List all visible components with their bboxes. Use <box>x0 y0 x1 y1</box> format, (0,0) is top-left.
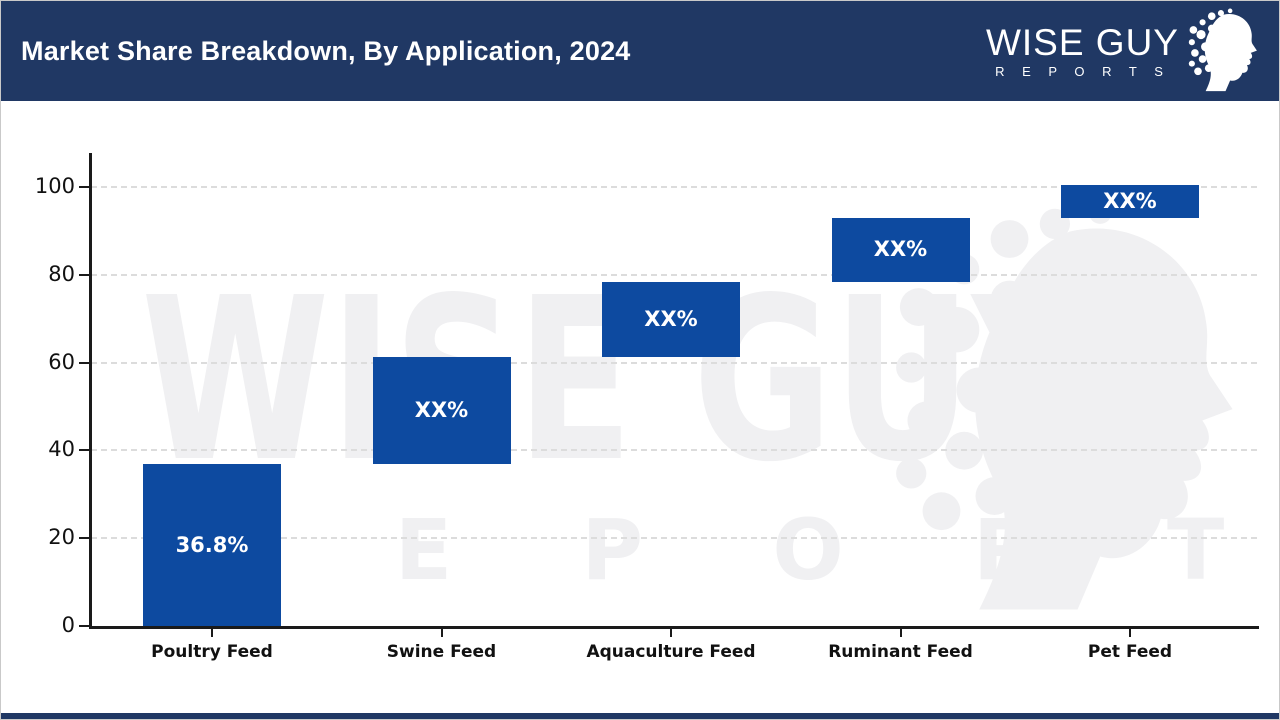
bar-value-label: XX% <box>1103 189 1157 214</box>
page-title: Market Share Breakdown, By Application, … <box>21 35 631 66</box>
y-tick-label-80: 80 <box>48 261 75 286</box>
y-tick-label-20: 20 <box>48 525 75 550</box>
y-tick-label-100: 100 <box>34 174 75 198</box>
gridline-60 <box>91 361 1257 364</box>
logo: WISE GUY R E P O R T S <box>986 7 1267 95</box>
y-tick-label-40: 40 <box>48 437 75 462</box>
logo-text: WISE GUY R E P O R T S <box>986 24 1179 78</box>
gridline-40 <box>91 449 1257 452</box>
x-category-label: Ruminant Feed <box>828 642 973 662</box>
x-category-label: Pet Feed <box>1087 642 1173 662</box>
gridline-100 <box>91 186 1257 188</box>
logo-wordmark: WISE GUY <box>985 22 1179 63</box>
x-category-label: Swine Feed <box>386 642 497 662</box>
x-tick-0 <box>211 629 213 637</box>
y-tick-0 <box>79 625 89 627</box>
header-bar: Market Share Breakdown, By Application, … <box>1 1 1279 101</box>
y-tick-label-60: 60 <box>48 349 75 374</box>
bar-value-label: XX% <box>644 306 698 331</box>
x-axis-line <box>89 626 1259 629</box>
y-tick-40 <box>79 449 89 452</box>
bar-pet-feed: XX% <box>1061 185 1199 219</box>
y-tick-100 <box>79 186 89 188</box>
x-tick-3 <box>899 629 902 637</box>
x-tick-1 <box>440 629 443 637</box>
y-tick-60 <box>79 361 89 364</box>
gridline-80 <box>91 273 1257 276</box>
logo-face-icon <box>1188 8 1257 92</box>
y-tick-label-0: 0 <box>61 613 75 637</box>
bar-value-label: XX% <box>873 237 928 262</box>
x-tick-4 <box>1129 629 1131 637</box>
y-tick-80 <box>79 273 89 276</box>
bar-swine-feed: XX% <box>372 356 511 465</box>
bar-aquaculture-feed: XX% <box>602 281 740 357</box>
watermark-subtext: R E P O R T S <box>201 501 1279 599</box>
footer-bar <box>1 713 1279 719</box>
logo-subtext: R E P O R T S <box>995 64 1170 79</box>
gridline-20 <box>91 537 1257 540</box>
x-category-label: Aquaculture Feed <box>586 642 756 662</box>
bar-value-label: XX% <box>414 398 469 423</box>
bar-ruminant-feed: XX% <box>831 218 970 282</box>
y-tick-20 <box>79 537 89 540</box>
bar-value-label: 36.8% <box>175 532 249 557</box>
y-axis-line <box>89 153 92 629</box>
x-category-label: Poultry Feed <box>151 642 273 662</box>
bar-poultry-feed: 36.8% <box>143 464 281 626</box>
x-tick-2 <box>670 629 672 637</box>
